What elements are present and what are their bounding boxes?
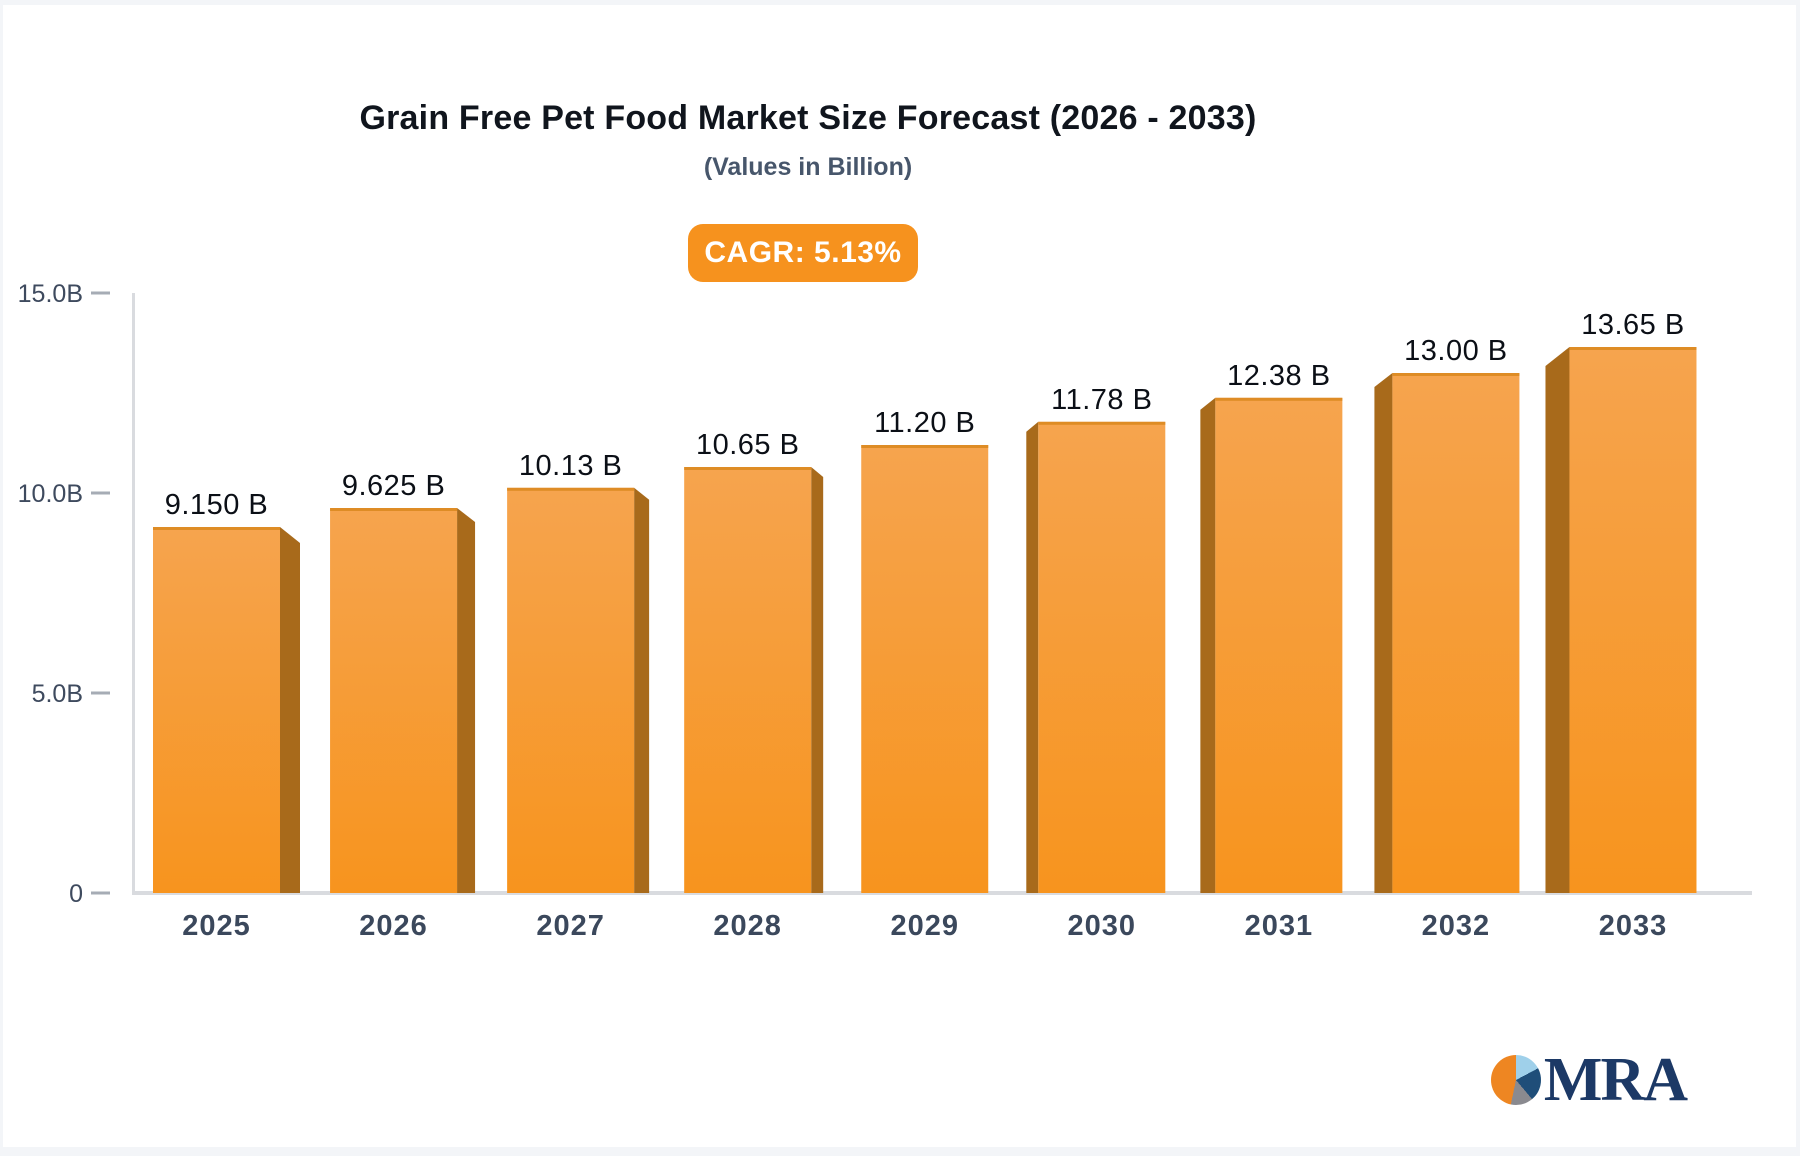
bar-top-edge — [861, 445, 989, 448]
bar-side-face — [1026, 421, 1039, 893]
bar-top-edge — [1569, 347, 1697, 350]
bar — [1038, 421, 1166, 893]
bar — [330, 508, 458, 893]
y-axis-label: 10.0B — [18, 480, 83, 508]
brand-logo: MRA — [1490, 1046, 1688, 1114]
x-axis-label: 2030 — [1068, 910, 1137, 942]
bar — [507, 487, 635, 893]
bar-side-face — [811, 467, 824, 893]
y-axis-line — [132, 293, 135, 893]
bar-top-edge — [1215, 397, 1343, 401]
bar-side-face — [1200, 397, 1216, 893]
bar-top-edge — [507, 487, 635, 491]
y-axis-label: 15.0B — [18, 280, 83, 308]
bar-top-edge — [153, 527, 280, 530]
bar-side-face — [280, 527, 300, 893]
x-axis-label: 2027 — [536, 910, 605, 942]
bar-value-label: 13.00 B — [1404, 335, 1507, 367]
bar-top-edge — [1038, 421, 1166, 425]
y-axis-label: 0 — [69, 880, 83, 908]
bar-value-label: 11.20 B — [874, 407, 975, 439]
bar-side-face — [1545, 347, 1570, 893]
y-axis-tick — [91, 291, 110, 295]
bar — [1392, 373, 1520, 893]
y-axis-label: 5.0B — [32, 680, 83, 708]
x-axis-label: 2028 — [713, 910, 782, 942]
bar — [1215, 397, 1343, 893]
bar-side-face — [1374, 373, 1393, 893]
x-axis-label: 2033 — [1599, 910, 1668, 942]
bar-value-label: 9.150 B — [165, 489, 268, 521]
bar — [684, 467, 812, 893]
bar-value-label: 12.38 B — [1227, 360, 1330, 392]
bar — [1569, 347, 1697, 893]
chart-card: Grain Free Pet Food Market Size Forecast… — [3, 5, 1796, 1147]
x-axis-label: 2031 — [1245, 910, 1314, 942]
bar-value-label: 13.65 B — [1581, 309, 1684, 341]
bar — [861, 445, 989, 893]
bar-side-face — [634, 487, 650, 893]
y-axis-tick — [91, 491, 110, 495]
logo-text: MRA — [1543, 1046, 1688, 1114]
bar-top-edge — [330, 508, 458, 511]
bar — [153, 527, 280, 893]
bar-value-label: 10.13 B — [519, 450, 622, 482]
bar-value-label: 10.65 B — [696, 429, 799, 461]
bar-top-edge — [684, 467, 812, 470]
x-axis-label: 2029 — [890, 910, 959, 942]
logo-pie-icon — [1490, 1055, 1541, 1105]
cagr-badge: CAGR: 5.13% — [688, 224, 918, 282]
bar-value-label: 11.78 B — [1051, 384, 1152, 416]
x-axis-label: 2026 — [359, 910, 428, 942]
bar-value-label: 9.625 B — [342, 470, 445, 502]
x-axis-label: 2025 — [182, 910, 251, 942]
bar-chart-plot: 0 5.0B 10.0B 15.0B 9.150 B 2025 9.625 B 2026 10.… — [18, 280, 1752, 942]
bar-side-face — [457, 508, 476, 893]
y-axis-tick — [91, 891, 110, 895]
x-axis-label: 2032 — [1422, 910, 1491, 942]
chart-title: Grain Free Pet Food Market Size Forecast… — [359, 99, 1257, 137]
chart-subtitle: (Values in Billion) — [703, 153, 913, 181]
bar-top-edge — [1392, 373, 1520, 376]
y-axis-tick — [91, 691, 110, 695]
